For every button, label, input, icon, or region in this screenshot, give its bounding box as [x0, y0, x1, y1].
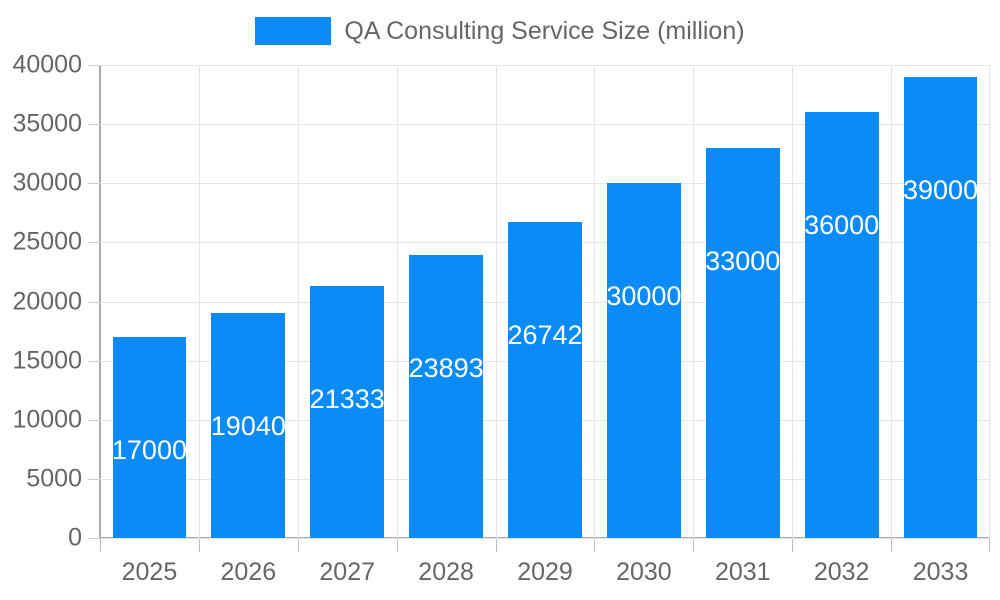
x-tick-label: 2029	[517, 558, 573, 586]
bar-value-label: 30000	[606, 281, 682, 312]
x-tick-mark	[891, 539, 892, 552]
y-tick-label: 25000	[12, 227, 82, 256]
bar-value-label: 23893	[408, 353, 484, 384]
x-tick-mark	[693, 539, 694, 552]
gridline-horizontal	[100, 65, 990, 66]
x-tick-mark	[989, 539, 990, 552]
y-tick-label: 40000	[12, 50, 82, 79]
gridline-vertical	[693, 65, 694, 538]
y-tick-mark	[88, 419, 100, 421]
bar-value-label: 39000	[903, 174, 979, 205]
y-tick-label: 15000	[12, 346, 82, 375]
bar[interactable]	[508, 221, 582, 538]
bar-value-label: 26742	[507, 319, 583, 350]
bar-value-label: 19040	[210, 410, 286, 441]
x-tick-label: 2027	[319, 558, 376, 586]
gridline-vertical	[792, 65, 793, 538]
y-tick-mark	[88, 478, 100, 480]
bar[interactable]	[112, 336, 187, 538]
bar[interactable]	[705, 147, 780, 538]
gridline-vertical	[594, 65, 595, 538]
gridline-horizontal	[100, 183, 990, 185]
gridline-vertical	[989, 65, 990, 538]
bar-value-label: 33000	[705, 245, 781, 276]
bar[interactable]	[310, 285, 385, 538]
x-tick-mark	[100, 539, 101, 552]
y-tick-label: 0	[68, 523, 82, 552]
bar-value-label: 17000	[111, 434, 187, 465]
gridline-vertical	[298, 65, 299, 538]
x-tick-mark	[792, 539, 793, 552]
chart-legend: QA Consulting Service Size (million)	[0, 14, 1000, 48]
bar-value-label: 36000	[804, 210, 880, 241]
plot-area: 17000 19040 21333 23893 26742 30000 33000 36000…	[100, 65, 990, 539]
x-tick-label: 2030	[616, 558, 672, 586]
legend-label: QA Consulting Service Size (million)	[344, 16, 745, 45]
x-tick-label: 2031	[714, 558, 771, 586]
y-tick-mark	[88, 242, 100, 244]
bar-value-label: 21333	[309, 383, 385, 414]
bar[interactable]	[607, 183, 681, 538]
x-tick-mark	[397, 539, 398, 552]
x-tick-label: 2033	[912, 558, 969, 586]
x-tick-label: 2026	[220, 558, 277, 586]
gridline-horizontal	[100, 538, 990, 539]
y-tick-mark	[88, 124, 100, 126]
gridline-vertical	[891, 65, 892, 538]
x-tick-label: 2032	[813, 558, 870, 586]
x-tick-mark	[298, 539, 299, 552]
y-tick-label: 30000	[12, 168, 82, 197]
y-tick-label: 35000	[12, 109, 82, 138]
legend-swatch-icon	[255, 17, 332, 45]
gridline-vertical	[397, 65, 398, 538]
y-tick-label: 5000	[26, 464, 82, 493]
x-tick-label: 2028	[418, 558, 474, 586]
gridline-vertical	[496, 65, 497, 538]
x-tick-mark	[199, 539, 200, 552]
x-tick-mark	[496, 539, 497, 552]
bar[interactable]	[903, 76, 978, 538]
x-tick-label: 2025	[121, 558, 178, 586]
y-tick-mark	[88, 183, 100, 185]
bar[interactable]	[804, 112, 879, 538]
y-tick-mark	[88, 301, 100, 303]
y-tick-mark	[88, 538, 100, 539]
x-tick-mark	[594, 539, 595, 552]
gridline-horizontal	[100, 124, 990, 126]
y-tick-mark	[88, 360, 100, 362]
y-tick-label: 20000	[12, 287, 82, 315]
y-tick-label: 10000	[12, 405, 82, 434]
gridline-vertical	[199, 65, 200, 538]
bar[interactable]	[211, 312, 286, 538]
y-tick-mark	[88, 65, 100, 66]
bar[interactable]	[409, 255, 483, 538]
